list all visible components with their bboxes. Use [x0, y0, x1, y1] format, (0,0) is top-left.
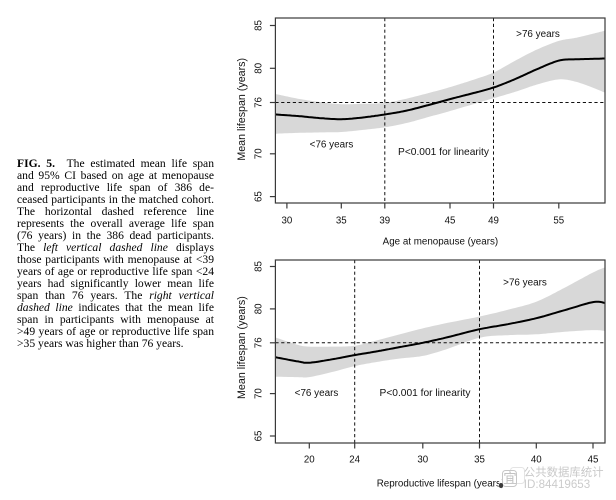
svg-text:45: 45 [445, 216, 456, 227]
svg-text:80: 80 [254, 303, 265, 314]
svg-text:85: 85 [254, 261, 265, 272]
svg-text:55: 55 [553, 216, 564, 227]
svg-text:Reproductive lifespan (years): Reproductive lifespan (years) [377, 479, 504, 490]
svg-text:Mean lifespan (years): Mean lifespan (years) [236, 58, 248, 161]
svg-text:39: 39 [379, 216, 390, 227]
svg-text:Mean lifespan (years): Mean lifespan (years) [236, 296, 248, 399]
svg-text:30: 30 [417, 455, 428, 466]
svg-text:P<0.001 for linearity: P<0.001 for linearity [398, 147, 490, 158]
svg-text:65: 65 [254, 191, 265, 202]
svg-text:70: 70 [254, 148, 265, 159]
svg-text:45: 45 [588, 455, 599, 466]
svg-text:<76 years: <76 years [310, 140, 354, 151]
svg-text:Age at menopause (years): Age at menopause (years) [383, 236, 498, 247]
svg-text:20: 20 [304, 455, 315, 466]
svg-text:70: 70 [254, 388, 265, 399]
svg-text:76: 76 [254, 97, 265, 108]
svg-text:85: 85 [254, 20, 265, 31]
svg-text:24: 24 [349, 455, 360, 466]
svg-text:80: 80 [254, 62, 265, 73]
svg-text:76: 76 [254, 337, 265, 348]
svg-text:49: 49 [488, 216, 499, 227]
svg-text:30: 30 [282, 216, 293, 227]
svg-text:P<0.001 for linearity: P<0.001 for linearity [380, 388, 472, 399]
svg-text:65: 65 [254, 431, 265, 442]
svg-text:35: 35 [474, 455, 485, 466]
svg-text:<76 years: <76 years [295, 388, 339, 399]
svg-text:40: 40 [531, 455, 542, 466]
svg-text:>76 years: >76 years [516, 29, 560, 40]
svg-text:35: 35 [336, 216, 347, 227]
svg-text:>76 years: >76 years [503, 278, 547, 289]
